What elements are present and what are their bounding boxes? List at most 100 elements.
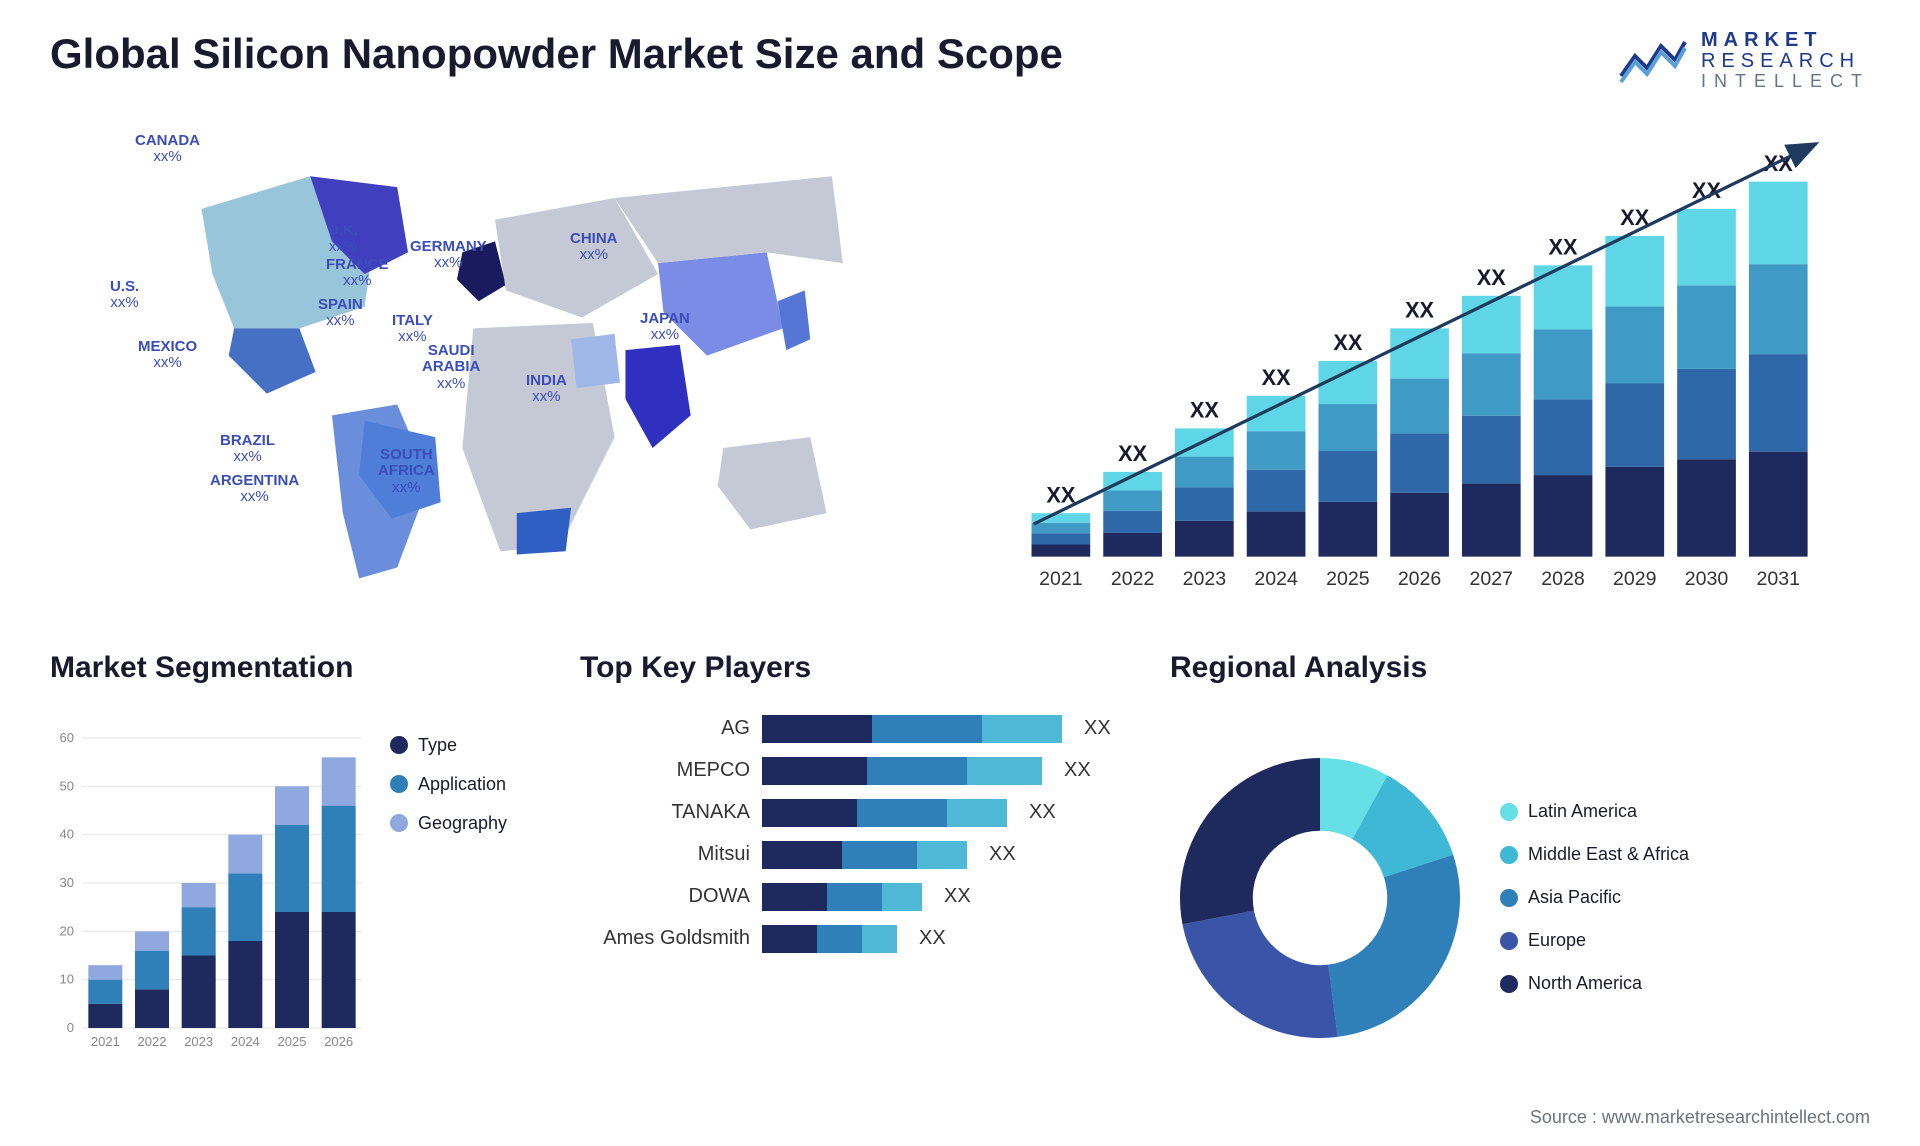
- player-bar-seg: [857, 799, 947, 827]
- growth-bar-seg: [1749, 182, 1808, 264]
- growth-year-label: 2030: [1685, 568, 1729, 590]
- seg-bar-seg: [228, 873, 262, 941]
- growth-value-label: XX: [1405, 297, 1434, 322]
- player-bar: [762, 925, 897, 953]
- map-region-japan: [778, 290, 811, 350]
- logo-text-2: RESEARCH: [1701, 51, 1870, 72]
- legend-label: Middle East & Africa: [1528, 844, 1689, 865]
- player-name: MEPCO: [580, 759, 750, 782]
- growth-bar-seg: [1605, 383, 1664, 466]
- player-bar-seg: [862, 925, 897, 953]
- growth-bar-seg: [1103, 533, 1162, 557]
- seg-ytick: 0: [67, 1020, 74, 1035]
- player-name: Ames Goldsmith: [580, 927, 750, 950]
- growth-year-label: 2029: [1613, 568, 1656, 590]
- region-legend-item: Europe: [1500, 930, 1689, 951]
- player-bar: [762, 841, 967, 869]
- growth-bar-seg: [1677, 369, 1736, 459]
- player-row: MEPCO XX: [580, 757, 1140, 785]
- world-map-panel: CANADAxx%U.S.xx%MEXICOxx%BRAZILxx%ARGENT…: [50, 111, 940, 611]
- map-label-canada: CANADAxx%: [135, 133, 200, 166]
- legend-swatch: [1500, 889, 1518, 907]
- growth-bar-seg: [1175, 521, 1234, 557]
- seg-xtick: 2025: [278, 1034, 307, 1049]
- growth-value-label: XX: [1333, 330, 1362, 355]
- growth-bar-seg: [1247, 470, 1306, 512]
- regional-title: Regional Analysis: [1170, 651, 1870, 685]
- player-value: XX: [1084, 717, 1111, 740]
- growth-bar-seg: [1749, 354, 1808, 452]
- seg-ytick: 10: [60, 972, 74, 987]
- legend-swatch: [390, 736, 408, 754]
- player-value: XX: [1064, 759, 1091, 782]
- seg-bar-seg: [228, 835, 262, 874]
- legend-label: Geography: [418, 813, 507, 834]
- map-label-spain: SPAINxx%: [318, 297, 363, 330]
- logo: MARKET RESEARCH INTELLECT: [1617, 30, 1870, 91]
- players-panel: Top Key Players AGXXMEPCOXXTANAKAXXMitsu…: [580, 651, 1140, 1091]
- player-value: XX: [989, 843, 1016, 866]
- growth-bar-seg: [1390, 433, 1449, 492]
- source-text: Source : www.marketresearchintellect.com: [1530, 1107, 1870, 1128]
- growth-bar-seg: [1247, 396, 1306, 431]
- regional-legend: Latin AmericaMiddle East & AfricaAsia Pa…: [1500, 801, 1689, 994]
- seg-ytick: 60: [60, 730, 74, 745]
- player-bar-seg: [762, 799, 857, 827]
- seg-ytick: 30: [60, 875, 74, 890]
- growth-bar-seg: [1032, 523, 1091, 533]
- map-label-argentina: ARGENTINAxx%: [210, 473, 299, 506]
- seg-bar-seg: [135, 951, 169, 990]
- growth-year-label: 2024: [1254, 568, 1298, 590]
- growth-value-label: XX: [1549, 234, 1578, 259]
- seg-ytick: 40: [60, 827, 74, 842]
- legend-swatch: [1500, 932, 1518, 950]
- player-value: XX: [944, 885, 971, 908]
- player-bar-seg: [872, 715, 982, 743]
- growth-year-label: 2028: [1541, 568, 1585, 590]
- growth-bar-seg: [1032, 533, 1091, 544]
- legend-swatch: [390, 814, 408, 832]
- segmentation-panel: Market Segmentation 01020304050602021202…: [50, 651, 550, 1091]
- logo-text-3: INTELLECT: [1701, 72, 1870, 91]
- growth-bar-seg: [1749, 452, 1808, 557]
- legend-label: North America: [1528, 973, 1642, 994]
- donut-slice: [1182, 910, 1337, 1037]
- player-bar-seg: [842, 841, 917, 869]
- logo-text-1: MARKET: [1701, 30, 1870, 51]
- segmentation-chart: 0102030405060202120222023202420252026: [50, 705, 370, 1091]
- player-bar-seg: [827, 883, 882, 911]
- player-bar-seg: [882, 883, 922, 911]
- logo-mark-icon: [1617, 32, 1689, 88]
- seg-legend-item: Type: [390, 735, 550, 756]
- seg-xtick: 2021: [91, 1034, 120, 1049]
- player-bar-seg: [762, 925, 817, 953]
- growth-bar-seg: [1462, 353, 1521, 416]
- map-label-u.s.: U.S.xx%: [110, 279, 139, 312]
- player-row: MitsuiXX: [580, 841, 1140, 869]
- map-label-germany: GERMANYxx%: [410, 239, 487, 272]
- seg-bar-seg: [88, 980, 122, 1004]
- seg-xtick: 2023: [184, 1034, 213, 1049]
- seg-legend-item: Application: [390, 774, 550, 795]
- legend-swatch: [1500, 803, 1518, 821]
- map-label-china: CHINAxx%: [570, 231, 618, 264]
- growth-bar-seg: [1175, 456, 1234, 487]
- player-bar-seg: [967, 757, 1042, 785]
- segmentation-title: Market Segmentation: [50, 651, 550, 685]
- map-region-india: [625, 345, 690, 448]
- map-label-france: FRANCExx%: [326, 257, 389, 290]
- player-name: AG: [580, 717, 750, 740]
- growth-bar-seg: [1462, 483, 1521, 556]
- growth-year-label: 2026: [1398, 568, 1442, 590]
- growth-year-label: 2021: [1039, 568, 1082, 590]
- growth-value-label: XX: [1262, 365, 1291, 390]
- growth-bar-seg: [1605, 306, 1664, 383]
- player-bar-seg: [762, 757, 867, 785]
- legend-swatch: [390, 775, 408, 793]
- seg-bar-seg: [135, 989, 169, 1028]
- player-bar-seg: [947, 799, 1007, 827]
- player-bar-seg: [917, 841, 967, 869]
- player-bar: [762, 757, 1042, 785]
- segmentation-legend: Type Application Geography: [390, 705, 550, 1091]
- region-legend-item: Middle East & Africa: [1500, 844, 1689, 865]
